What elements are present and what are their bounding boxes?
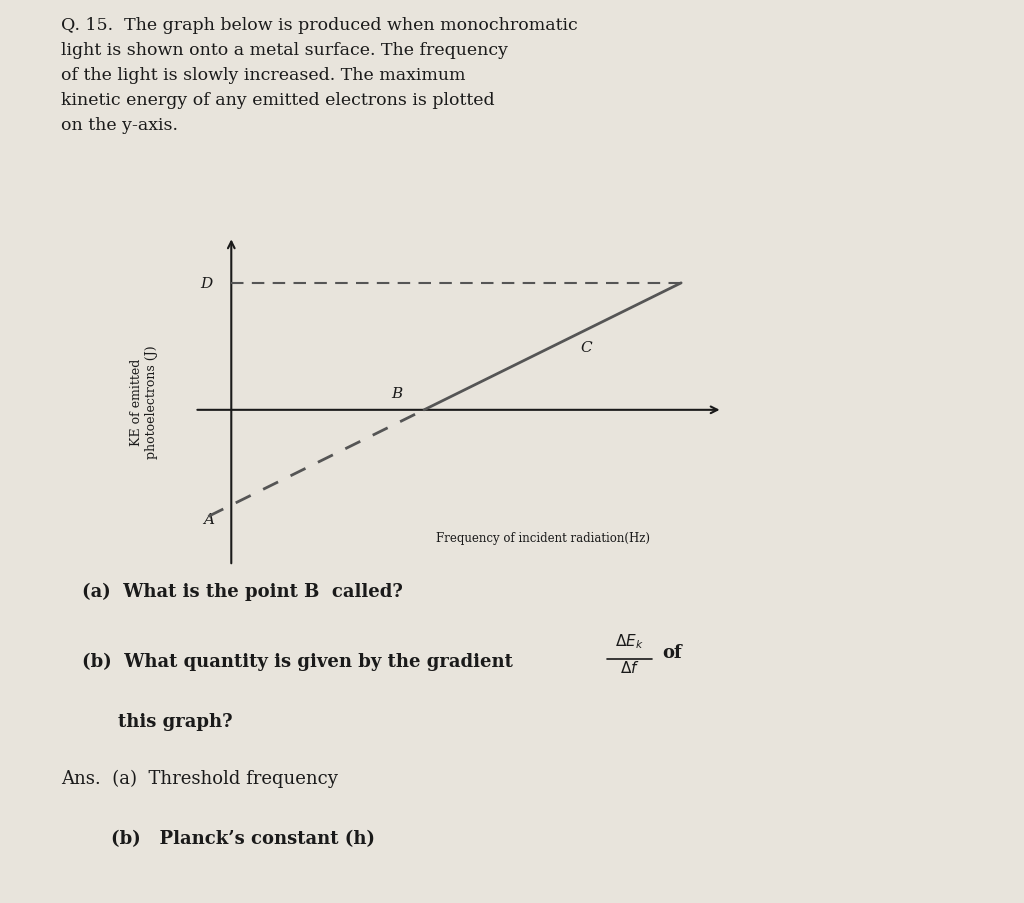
Text: (a)  What is the point B  called?: (a) What is the point B called? <box>82 582 402 600</box>
Text: C: C <box>581 340 592 354</box>
Text: (b)  What quantity is given by the gradient: (b) What quantity is given by the gradie… <box>82 652 513 671</box>
Text: this graph?: this graph? <box>118 712 232 731</box>
Text: D: D <box>201 276 213 291</box>
Text: KE of emitted
photoelectrons (J): KE of emitted photoelectrons (J) <box>130 345 158 459</box>
Text: of: of <box>663 644 682 661</box>
Text: A: A <box>203 513 214 526</box>
Text: Ans.  (a)  Threshold frequency: Ans. (a) Threshold frequency <box>61 769 338 787</box>
Text: $\Delta f$: $\Delta f$ <box>620 659 640 675</box>
Text: Frequency of incident radiation(Hz): Frequency of incident radiation(Hz) <box>436 532 650 545</box>
Text: (b)   Planck’s constant (h): (b) Planck’s constant (h) <box>61 830 376 848</box>
Text: Q. 15.  The graph below is produced when monochromatic
light is shown onto a met: Q. 15. The graph below is produced when … <box>61 17 579 134</box>
Text: B: B <box>391 386 402 401</box>
Text: $\Delta E_k$: $\Delta E_k$ <box>615 632 644 651</box>
